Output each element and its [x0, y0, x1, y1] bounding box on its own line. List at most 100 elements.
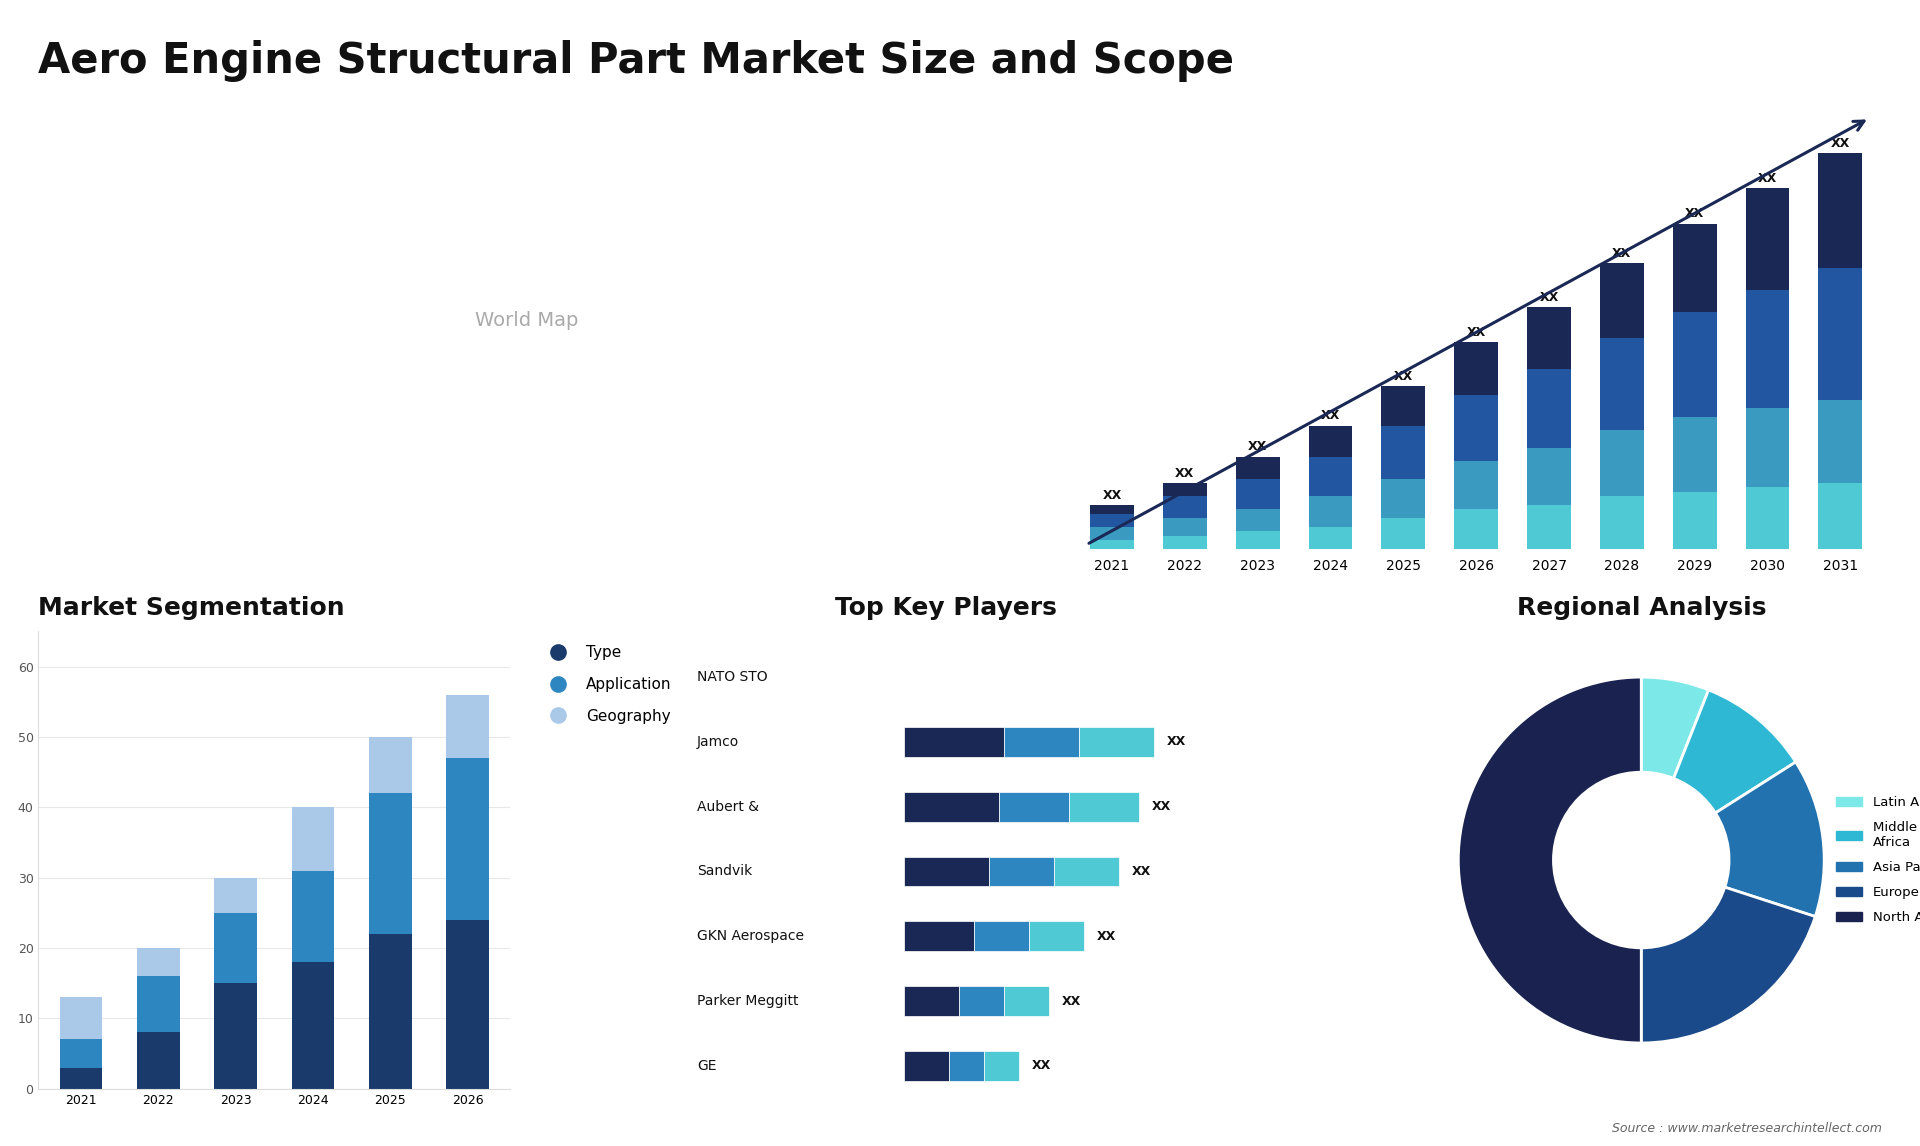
- Wedge shape: [1459, 677, 1642, 1043]
- Bar: [1599, 496, 1644, 549]
- Bar: [1526, 307, 1571, 369]
- FancyBboxPatch shape: [1004, 987, 1048, 1015]
- Bar: [1091, 527, 1135, 540]
- Bar: [1599, 264, 1644, 338]
- Bar: [1309, 426, 1352, 456]
- Bar: [136, 976, 180, 1033]
- Bar: [1091, 540, 1135, 549]
- Bar: [369, 793, 411, 934]
- Text: World Map: World Map: [474, 311, 578, 330]
- Legend: Type, Application, Geography: Type, Application, Geography: [538, 639, 678, 730]
- Bar: [1382, 426, 1425, 479]
- Bar: [1309, 456, 1352, 496]
- Bar: [1453, 461, 1498, 510]
- Text: XX: XX: [1394, 370, 1413, 383]
- Text: GKN Aerospace: GKN Aerospace: [697, 929, 804, 943]
- Bar: [215, 878, 257, 913]
- Bar: [1382, 518, 1425, 549]
- Bar: [1526, 448, 1571, 505]
- FancyBboxPatch shape: [1054, 856, 1119, 886]
- Text: Sandvik: Sandvik: [697, 864, 753, 879]
- Bar: [1745, 290, 1789, 408]
- Bar: [292, 871, 334, 961]
- Bar: [1818, 400, 1862, 484]
- FancyBboxPatch shape: [904, 921, 973, 951]
- Text: XX: XX: [1062, 995, 1081, 1007]
- Bar: [1164, 518, 1206, 536]
- Bar: [445, 758, 490, 920]
- Text: Aubert &: Aubert &: [697, 800, 758, 814]
- Wedge shape: [1642, 677, 1709, 778]
- FancyBboxPatch shape: [948, 1051, 985, 1081]
- Bar: [292, 961, 334, 1089]
- Bar: [136, 1033, 180, 1089]
- Bar: [369, 737, 411, 793]
- Bar: [1236, 532, 1279, 549]
- Text: Aero Engine Structural Part Market Size and Scope: Aero Engine Structural Part Market Size …: [38, 40, 1235, 83]
- Title: Top Key Players: Top Key Players: [835, 596, 1056, 620]
- Bar: [1091, 513, 1135, 527]
- FancyBboxPatch shape: [1079, 727, 1154, 756]
- Bar: [1818, 267, 1862, 400]
- Bar: [1672, 492, 1716, 549]
- Text: XX: XX: [1613, 246, 1632, 260]
- Text: XX: XX: [1686, 207, 1705, 220]
- FancyBboxPatch shape: [904, 727, 1004, 756]
- Bar: [1236, 456, 1279, 479]
- Text: NATO STO: NATO STO: [697, 670, 768, 684]
- Text: XX: XX: [1832, 136, 1851, 150]
- Text: Jamco: Jamco: [697, 735, 739, 748]
- Text: Market Segmentation: Market Segmentation: [38, 596, 346, 620]
- Bar: [1309, 527, 1352, 549]
- Bar: [1745, 487, 1789, 549]
- Bar: [292, 807, 334, 871]
- Bar: [1164, 496, 1206, 518]
- FancyBboxPatch shape: [1004, 727, 1079, 756]
- Text: Parker Meggitt: Parker Meggitt: [697, 994, 799, 1008]
- Wedge shape: [1715, 762, 1824, 917]
- Text: XX: XX: [1248, 440, 1267, 453]
- FancyBboxPatch shape: [989, 856, 1054, 886]
- Bar: [1672, 312, 1716, 417]
- Bar: [1599, 430, 1644, 496]
- Bar: [1164, 536, 1206, 549]
- Bar: [1382, 386, 1425, 426]
- Wedge shape: [1642, 887, 1814, 1043]
- Text: GE: GE: [697, 1059, 716, 1073]
- Bar: [445, 694, 490, 758]
- Circle shape: [1553, 772, 1730, 948]
- Text: XX: XX: [1167, 736, 1187, 748]
- Bar: [60, 997, 102, 1039]
- Text: XX: XX: [1467, 325, 1486, 339]
- FancyBboxPatch shape: [904, 1051, 948, 1081]
- Bar: [369, 934, 411, 1089]
- Bar: [1672, 223, 1716, 312]
- Bar: [1164, 484, 1206, 496]
- Bar: [1091, 505, 1135, 513]
- FancyBboxPatch shape: [985, 1051, 1020, 1081]
- Text: XX: XX: [1152, 800, 1171, 814]
- Bar: [1382, 479, 1425, 518]
- Polygon shape: [1645, 31, 1726, 93]
- Bar: [1818, 484, 1862, 549]
- Text: Source : www.marketresearchintellect.com: Source : www.marketresearchintellect.com: [1611, 1122, 1882, 1135]
- Bar: [1745, 188, 1789, 290]
- Bar: [1745, 408, 1789, 487]
- Bar: [215, 913, 257, 983]
- Bar: [1526, 505, 1571, 549]
- FancyBboxPatch shape: [960, 987, 1004, 1015]
- Bar: [1453, 343, 1498, 395]
- Bar: [445, 920, 490, 1089]
- Bar: [1818, 154, 1862, 267]
- Wedge shape: [1674, 690, 1795, 813]
- Bar: [60, 1068, 102, 1089]
- Bar: [1526, 369, 1571, 448]
- Bar: [1453, 395, 1498, 461]
- Text: XX: XX: [1321, 409, 1340, 423]
- FancyBboxPatch shape: [1029, 921, 1085, 951]
- FancyBboxPatch shape: [973, 921, 1029, 951]
- FancyBboxPatch shape: [904, 792, 998, 822]
- FancyBboxPatch shape: [998, 792, 1069, 822]
- Text: XX: XX: [1175, 466, 1194, 479]
- Bar: [1453, 510, 1498, 549]
